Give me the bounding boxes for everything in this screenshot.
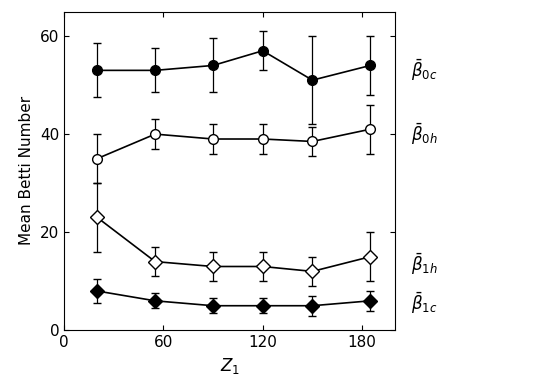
X-axis label: $Z_1$: $Z_1$ bbox=[219, 356, 240, 376]
Text: $\bar{\beta}_{1c}$: $\bar{\beta}_{1c}$ bbox=[411, 291, 438, 316]
Text: $\bar{\beta}_{0h}$: $\bar{\beta}_{0h}$ bbox=[411, 121, 438, 147]
Text: $\bar{\beta}_{1h}$: $\bar{\beta}_{1h}$ bbox=[411, 251, 438, 277]
Text: $\bar{\beta}_{0c}$: $\bar{\beta}_{0c}$ bbox=[411, 58, 438, 83]
Y-axis label: Mean Betti Number: Mean Betti Number bbox=[19, 96, 34, 245]
